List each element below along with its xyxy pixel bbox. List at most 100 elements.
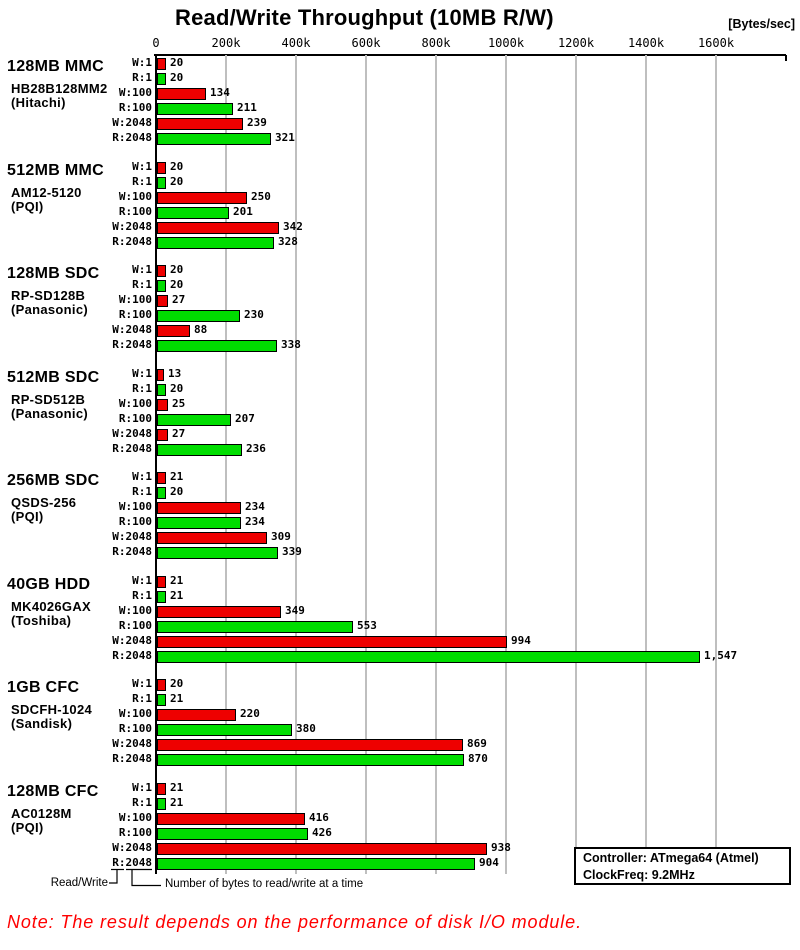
device-model: AM12-5120 [11,185,82,200]
device-maker: (Hitachi) [11,95,66,110]
bar-value-label: 13 [168,367,182,380]
bar-value-label: 88 [194,323,208,336]
bar-row-label: R:2048 [112,131,152,144]
bar-write [157,222,279,234]
bar-row-label: W:1 [132,781,152,794]
bar-write [157,606,281,618]
bar-row-label: R:100 [118,515,152,528]
bar-row-label: R:1 [132,589,152,602]
bar-value-label: 994 [511,634,531,647]
bar-value-label: 938 [491,841,511,854]
bar-value-label: 416 [309,811,329,824]
bar-value-label: 380 [296,722,316,735]
legend-controller: Controller: ATmega64 (Atmel) [583,851,759,865]
device-name: 128MB SDC [7,265,100,282]
bar-row-label: R:100 [118,412,152,425]
bar-row-label: W:1 [132,160,152,173]
bar-row-label: W:2048 [112,323,152,336]
footnote-bytes-at-a-time: Number of bytes to read/write at a time [165,878,364,890]
device-maker: (Panasonic) [11,406,88,421]
bar-row-label: R:1 [132,796,152,809]
bar-row-label: R:2048 [112,752,152,765]
bar-write [157,502,241,514]
bar-read [157,621,353,633]
legend-box: Controller: ATmega64 (Atmel) ClockFreq: … [574,847,791,885]
bar-write [157,325,190,337]
top-axis-line [154,54,786,56]
note-text: Note: The result depends on the performa… [7,912,582,932]
bar-read [157,694,166,706]
bar-write [157,636,507,648]
legend-clockfreq: ClockFreq: 9.2MHz [583,867,695,882]
bar-value-label: 338 [281,338,301,351]
gridline [505,55,507,874]
bar-row-label: R:100 [118,308,152,321]
bar-read [157,340,277,352]
bar-value-label: 20 [170,263,184,276]
bar-value-label: 21 [170,589,184,602]
bar-row-label: R:2048 [112,442,152,455]
device-name: 512MB MMC [7,162,104,179]
bar-value-label: 25 [172,397,186,410]
device-name: 256MB SDC [7,472,100,489]
bar-row-label: W:1 [132,263,152,276]
bar-value-label: 211 [237,101,257,114]
bar-value-label: 904 [479,856,499,869]
bar-read [157,103,233,115]
axis-tick-mark [155,55,157,61]
bar-write [157,162,166,174]
axis-tick-label: 1600k [697,36,735,50]
bar-value-label: 21 [170,574,184,587]
bar-value-label: 234 [245,500,265,513]
axis-tick-label: 1000k [487,36,525,50]
device-maker: (Sandisk) [11,716,73,731]
bar-row-label: W:1 [132,56,152,69]
bar-value-label: 239 [247,116,267,129]
bar-value-label: 230 [244,308,264,321]
bar-write [157,739,463,751]
device-model: QSDS-256 [11,495,77,510]
bar-row-label: W:1 [132,574,152,587]
bar-row-label: W:100 [118,86,152,99]
bar-row-label: W:100 [118,190,152,203]
gridline [435,55,437,874]
bar-row-label: W:100 [118,604,152,617]
bar-value-label: 869 [467,737,487,750]
axis-tick-label: 1200k [557,36,595,50]
bar-row-label: W:2048 [112,841,152,854]
device-name: 1GB CFC [7,679,80,696]
bar-read [157,828,308,840]
bar-value-label: 20 [170,160,184,173]
bar-write [157,813,305,825]
device-maker: (PQI) [11,820,44,835]
bar-write [157,58,166,70]
device-model: HB28B128MM2 [11,81,108,96]
bar-value-label: 870 [468,752,488,765]
bar-read [157,73,166,85]
bar-read [157,444,242,456]
bar-write [157,709,236,721]
bar-read [157,237,274,249]
footnote-read-write: Read/Write [50,877,108,889]
bar-value-label: 20 [170,71,184,84]
bar-write [157,295,168,307]
y-axis-line [155,54,157,874]
bar-read [157,133,271,145]
bar-read [157,651,700,663]
bar-read [157,207,229,219]
device-model: SDCFH-1024 [11,702,93,717]
bar-row-label: R:100 [118,826,152,839]
bar-row-label: R:2048 [112,649,152,662]
bar-row-label: W:2048 [112,427,152,440]
device-name: 128MB CFC [7,783,99,800]
bar-row-label: R:1 [132,692,152,705]
bar-row-label: W:2048 [112,737,152,750]
chart-title: Read/Write Throughput (10MB R/W) [175,5,554,30]
bar-row-label: R:100 [118,619,152,632]
bar-read [157,414,231,426]
bar-row-label: W:1 [132,470,152,483]
axis-tick-label: 400k [281,36,311,50]
bar-write [157,783,166,795]
bar-value-label: 21 [170,781,184,794]
bar-value-label: 134 [210,86,230,99]
